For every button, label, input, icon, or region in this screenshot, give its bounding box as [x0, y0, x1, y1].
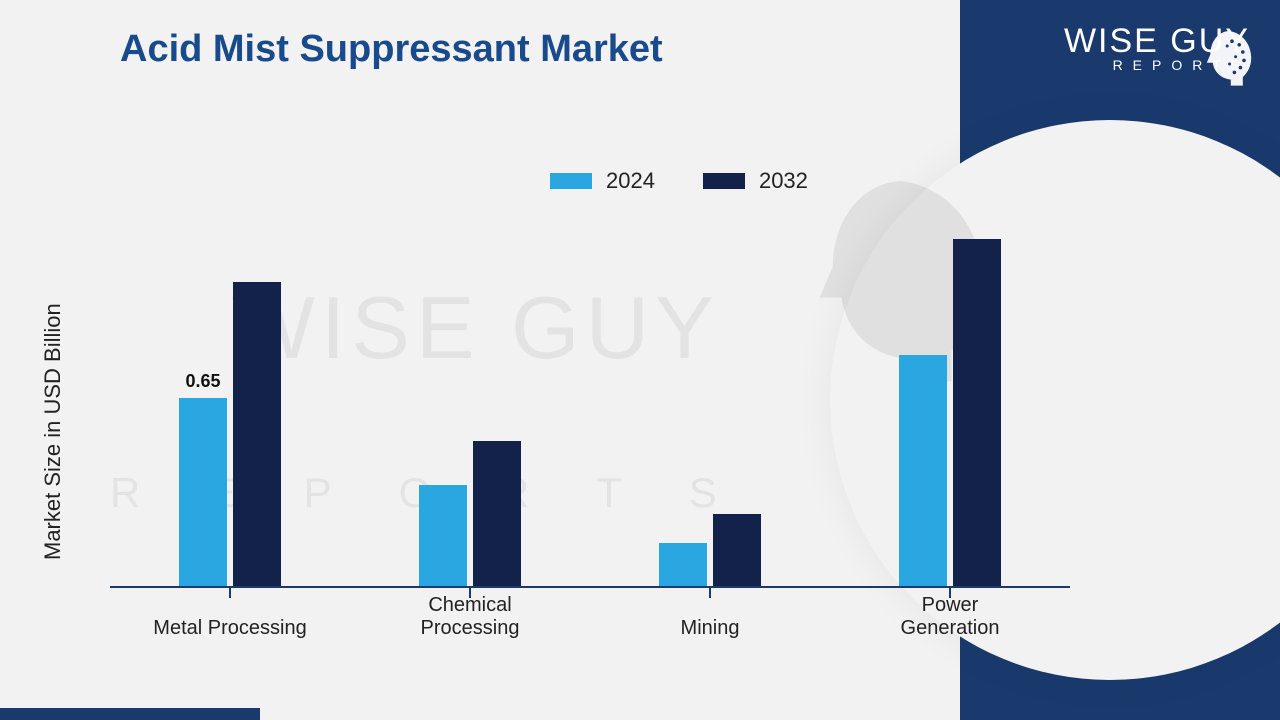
y-axis-label: Market Size in USD Billion: [40, 303, 66, 560]
legend-swatch: [550, 173, 592, 189]
legend-swatch: [703, 173, 745, 189]
head-icon: [1196, 28, 1256, 88]
category-label: Power Generation: [870, 594, 1030, 640]
legend: 2024 2032: [550, 168, 808, 194]
bar: [899, 355, 947, 586]
value-label: 0.65: [173, 371, 233, 392]
legend-item: 2024: [550, 168, 655, 194]
bar: [233, 282, 281, 586]
bottom-accent: [0, 708, 260, 720]
chart-title: Acid Mist Suppressant Market: [120, 28, 663, 71]
bar: [473, 441, 521, 586]
x-tick: [229, 586, 231, 598]
bar: [659, 543, 707, 586]
legend-item: 2032: [703, 168, 808, 194]
bar: [953, 239, 1001, 586]
bar: [179, 398, 227, 586]
bar: [713, 514, 761, 586]
bar: [419, 485, 467, 586]
legend-label: 2024: [606, 168, 655, 194]
brand-logo: WISE GUY REPORTS: [1064, 22, 1250, 73]
page: WISE GUY REPORTS Acid Mist Suppressant M…: [0, 0, 1280, 720]
legend-label: 2032: [759, 168, 808, 194]
category-label: Mining: [630, 617, 790, 640]
x-tick: [709, 586, 711, 598]
chart-area: Metal Processing Chemical Processing Minin…: [110, 210, 1070, 640]
category-label: Chemical Processing: [390, 594, 550, 640]
category-label: Metal Processing: [150, 617, 310, 640]
